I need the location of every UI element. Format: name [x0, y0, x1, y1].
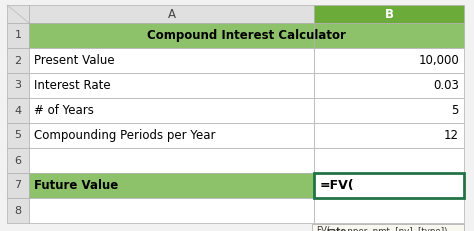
Bar	[29, 98, 314, 123]
Text: 1: 1	[15, 30, 21, 40]
Bar	[7, 198, 29, 223]
Text: rate: rate	[327, 227, 347, 231]
Text: 12: 12	[444, 129, 459, 142]
Bar	[7, 23, 29, 48]
Bar	[314, 123, 464, 148]
Text: 2: 2	[14, 55, 21, 66]
Bar	[29, 48, 314, 73]
Bar	[7, 98, 29, 123]
Bar	[29, 23, 314, 48]
Text: 10,000: 10,000	[418, 54, 459, 67]
Bar	[314, 5, 464, 23]
Text: Compound Interest Calculator: Compound Interest Calculator	[147, 29, 346, 42]
Bar	[29, 148, 314, 173]
Text: 8: 8	[14, 206, 21, 216]
Bar	[29, 5, 314, 23]
Bar	[314, 198, 464, 223]
Bar	[29, 198, 314, 223]
Bar	[314, 23, 464, 48]
Text: 4: 4	[14, 106, 21, 116]
Bar	[314, 73, 464, 98]
Text: 7: 7	[14, 180, 21, 191]
Text: # of Years: # of Years	[34, 104, 94, 117]
Text: 5: 5	[15, 131, 21, 140]
Bar	[7, 148, 29, 173]
Text: Interest Rate: Interest Rate	[34, 79, 110, 92]
Text: Future Value: Future Value	[34, 179, 118, 192]
Bar	[314, 98, 464, 123]
Bar	[314, 48, 464, 73]
Bar	[314, 148, 464, 173]
Text: , nper, pmt, [pv], [type]): , nper, pmt, [pv], [type])	[343, 227, 448, 231]
Text: FV(: FV(	[316, 227, 330, 231]
Text: A: A	[167, 7, 175, 21]
Text: 5: 5	[452, 104, 459, 117]
Bar	[29, 173, 314, 198]
Bar	[29, 73, 314, 98]
Bar	[7, 173, 29, 198]
Text: Compounding Periods per Year: Compounding Periods per Year	[34, 129, 216, 142]
Bar	[7, 123, 29, 148]
Text: Present Value: Present Value	[34, 54, 115, 67]
Bar	[7, 48, 29, 73]
Bar	[7, 5, 29, 23]
Text: =FV(: =FV(	[320, 179, 355, 192]
Text: 3: 3	[15, 80, 21, 91]
Text: B: B	[384, 7, 393, 21]
Bar	[312, 224, 464, 231]
Bar	[7, 73, 29, 98]
Bar	[29, 123, 314, 148]
Text: 0.03: 0.03	[433, 79, 459, 92]
Bar	[314, 173, 464, 198]
Text: 6: 6	[15, 155, 21, 165]
